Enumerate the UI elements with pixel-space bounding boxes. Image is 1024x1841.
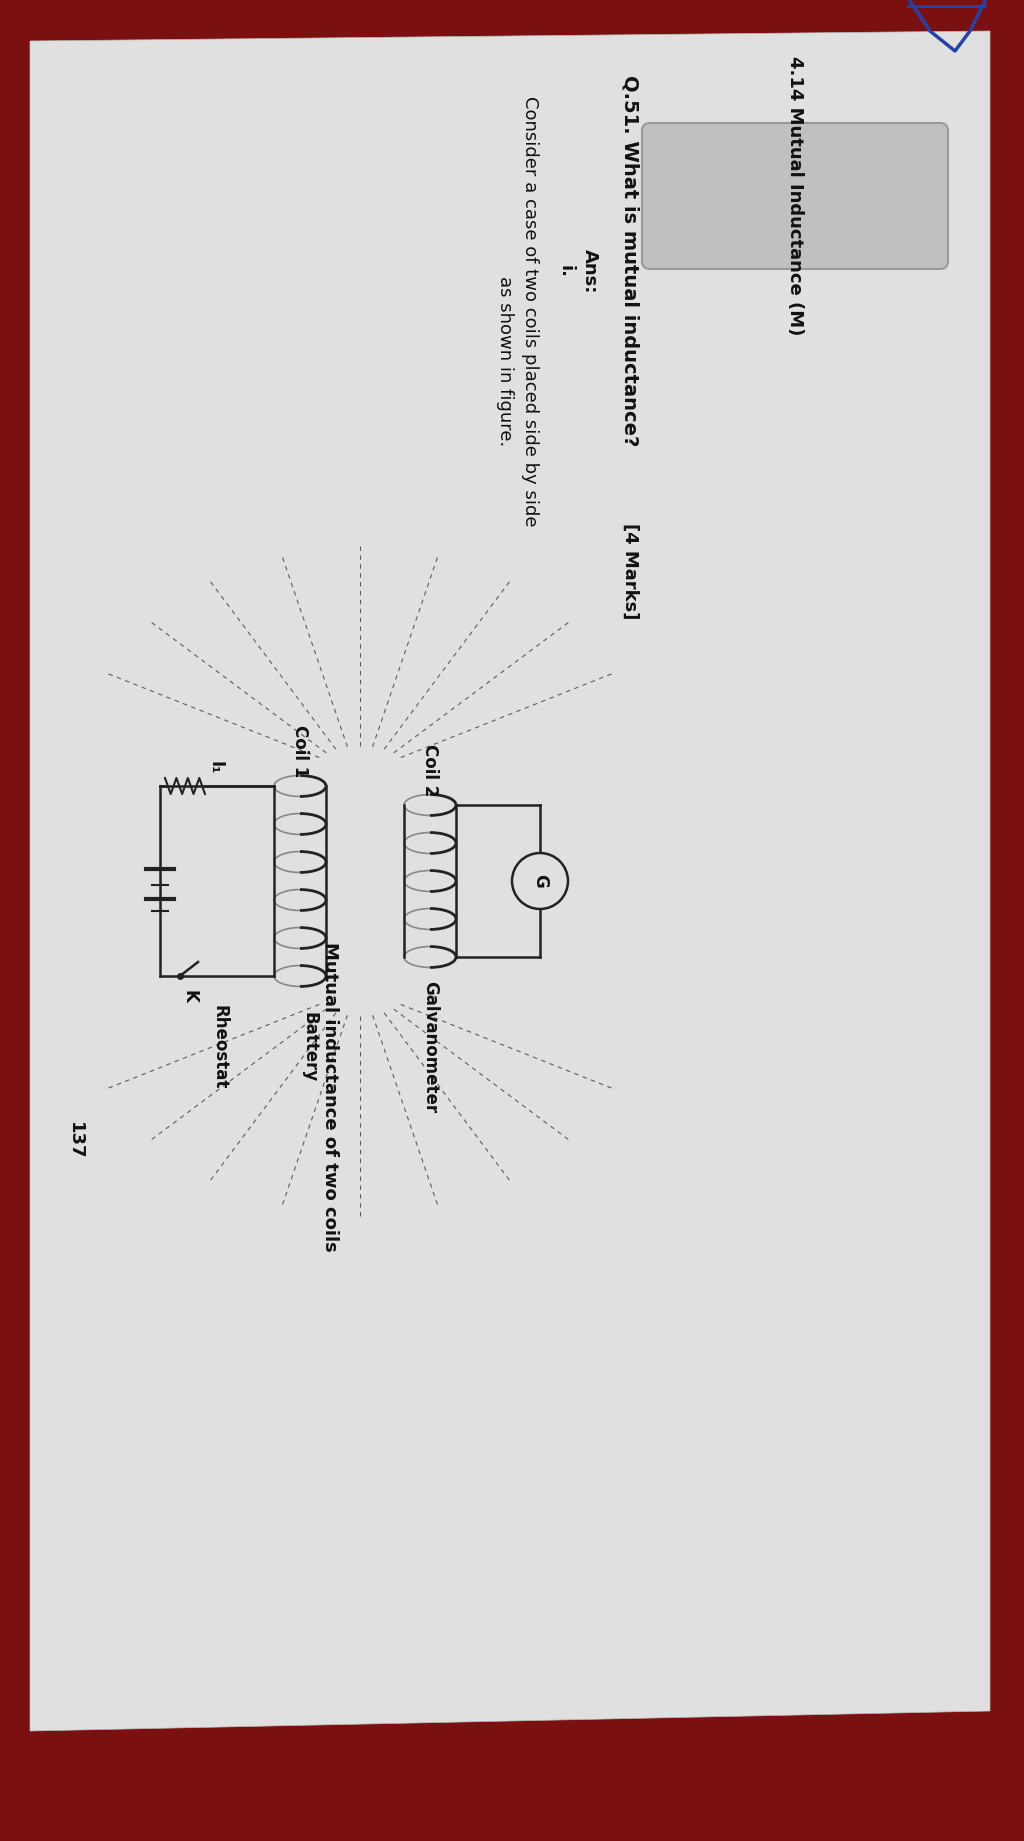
Polygon shape <box>30 31 990 1731</box>
Text: K: K <box>181 990 199 1003</box>
Text: Battery: Battery <box>301 1013 319 1083</box>
Text: [4 Marks]: [4 Marks] <box>621 523 639 619</box>
Text: 4.14 Mutual Inductance (M): 4.14 Mutual Inductance (M) <box>786 57 804 335</box>
Text: Galvanometer: Galvanometer <box>421 981 439 1114</box>
Text: Coil 2: Coil 2 <box>421 744 439 795</box>
Text: as shown in figure.: as shown in figure. <box>496 276 514 446</box>
Text: Rheostat: Rheostat <box>211 1005 229 1090</box>
Text: Q.51. What is mutual inductance?: Q.51. What is mutual inductance? <box>621 75 640 447</box>
FancyBboxPatch shape <box>642 123 948 269</box>
Text: 137: 137 <box>66 1123 84 1160</box>
Text: G: G <box>531 874 549 887</box>
Text: Coil 1: Coil 1 <box>291 725 309 777</box>
Text: Ans:: Ans: <box>581 249 599 293</box>
Text: I₁: I₁ <box>206 762 224 775</box>
Text: i.: i. <box>556 265 574 278</box>
Text: Consider a case of two coils placed side by side: Consider a case of two coils placed side… <box>521 96 539 527</box>
Text: Mutual inductance of two coils: Mutual inductance of two coils <box>321 943 339 1252</box>
Circle shape <box>512 852 568 909</box>
